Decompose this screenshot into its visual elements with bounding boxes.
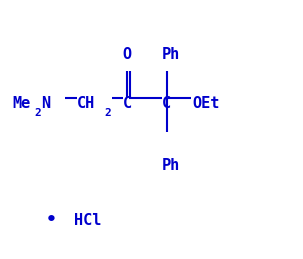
Text: O: O: [123, 47, 132, 62]
Text: 2: 2: [105, 108, 111, 118]
Text: OEt: OEt: [192, 96, 220, 111]
Text: N: N: [41, 96, 50, 111]
Text: 2: 2: [35, 108, 42, 118]
Text: Ph: Ph: [162, 47, 180, 62]
Text: CH: CH: [77, 96, 95, 111]
Text: •: •: [45, 211, 56, 229]
Text: Me: Me: [12, 96, 30, 111]
Text: Ph: Ph: [162, 158, 180, 173]
Text: C: C: [162, 96, 171, 111]
Text: C: C: [123, 96, 132, 111]
Text: HCl: HCl: [74, 213, 102, 228]
